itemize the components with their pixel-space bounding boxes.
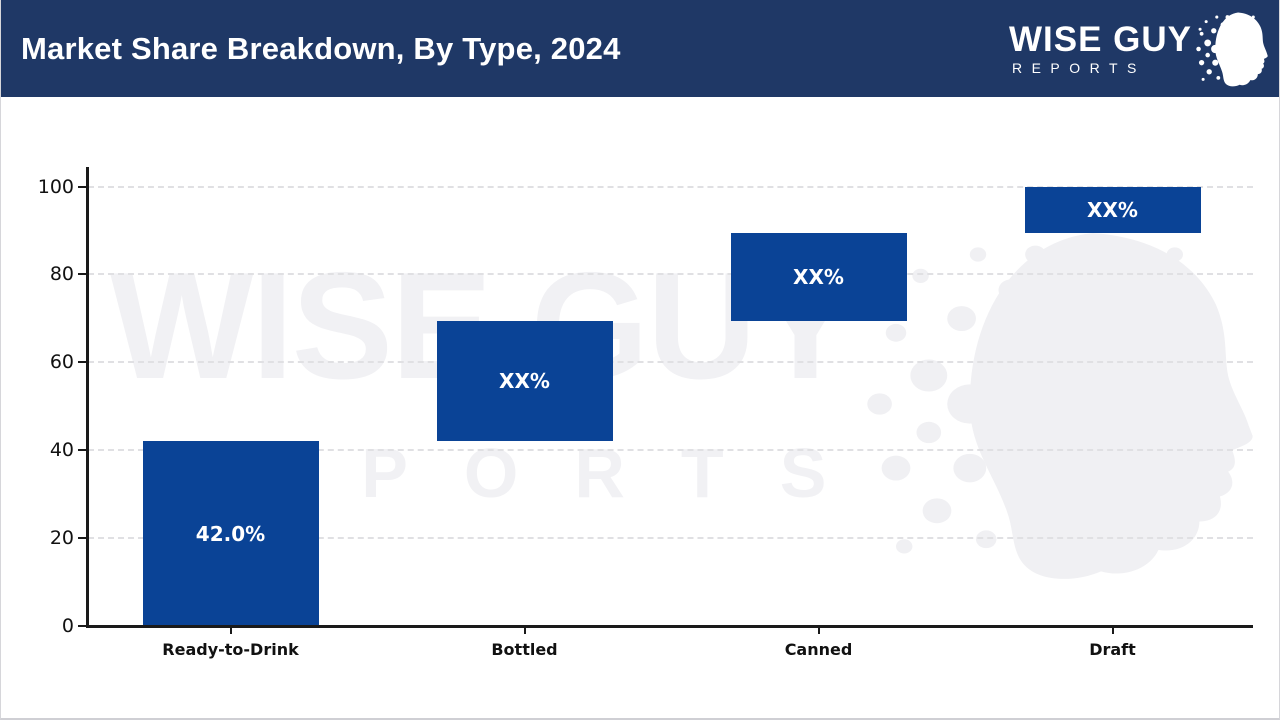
- y-tick-label: 20: [49, 527, 74, 550]
- brand-logo: WISE GUY REPORTS: [1009, 0, 1270, 97]
- brand-name: WISE GUY: [1008, 20, 1192, 59]
- watermark-head-icon: [855, 226, 1265, 582]
- x-tick-mark: [1111, 627, 1114, 634]
- y-tick-mark: [78, 537, 86, 540]
- y-tick-label: 100: [37, 175, 74, 198]
- y-tick-mark: [78, 449, 86, 452]
- y-tick-mark: [78, 625, 86, 627]
- y-tick-mark: [78, 185, 86, 188]
- x-axis-spine: [86, 624, 1253, 628]
- bar-bottled: XX%: [436, 320, 613, 442]
- y-tick-label: 80: [49, 263, 74, 286]
- x-category-label: Bottled: [491, 640, 558, 659]
- logo-head-icon: [1194, 6, 1270, 92]
- x-tick-mark: [817, 627, 820, 634]
- x-category-label: Canned: [784, 640, 853, 659]
- bar-value-label: XX%: [793, 264, 844, 289]
- y-gridline: [88, 185, 1253, 188]
- brand-subname: REPORTS: [1011, 60, 1146, 76]
- y-tick-label: 60: [49, 351, 74, 374]
- bar-ready-to-drink: 42.0%: [142, 441, 319, 626]
- brand-logo-text: WISE GUY REPORTS: [1009, 22, 1192, 75]
- y-gridline: [88, 361, 1253, 364]
- x-category-label: Ready-to-Drink: [162, 640, 299, 659]
- bar-value-label: XX%: [499, 368, 550, 393]
- bar-value-label: XX%: [1087, 197, 1138, 222]
- y-axis-spine: [86, 167, 89, 627]
- y-tick-mark: [78, 273, 86, 276]
- header-bar: Market Share Breakdown, By Type, 2024 WI…: [0, 0, 1280, 97]
- y-tick-label: 0: [61, 615, 74, 637]
- bar-value-label: 42.0%: [195, 521, 266, 546]
- y-tick-mark: [78, 361, 86, 364]
- page-title: Market Share Breakdown, By Type, 2024: [21, 30, 621, 66]
- y-gridline: [88, 537, 1253, 540]
- bar-draft: XX%: [1024, 186, 1201, 233]
- x-tick-mark: [229, 627, 232, 634]
- y-tick-label: 40: [49, 439, 74, 462]
- y-gridline: [88, 449, 1253, 452]
- bar-canned: XX%: [730, 232, 907, 321]
- x-category-label: Draft: [1089, 640, 1136, 659]
- y-gridline: [88, 273, 1253, 276]
- x-tick-mark: [523, 627, 526, 634]
